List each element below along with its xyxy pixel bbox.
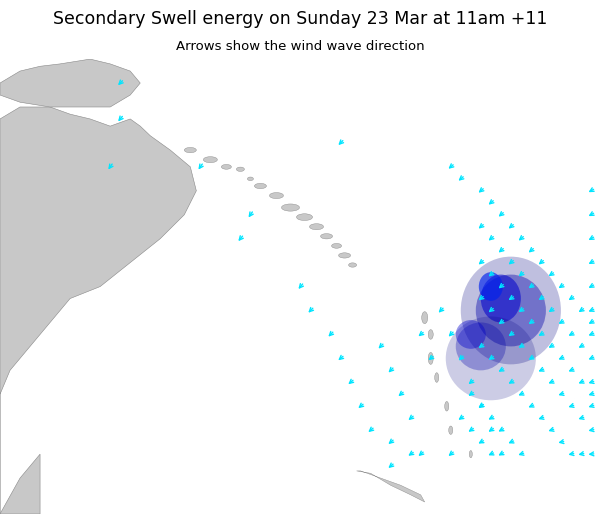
Ellipse shape <box>446 317 536 400</box>
Text: Secondary Swell energy on Sunday 23 Mar at 11am +11: Secondary Swell energy on Sunday 23 Mar … <box>53 10 548 28</box>
Ellipse shape <box>456 322 506 371</box>
Ellipse shape <box>185 148 197 153</box>
Ellipse shape <box>476 274 546 346</box>
Ellipse shape <box>332 244 341 248</box>
Text: Arrows show the wind wave direction: Arrows show the wind wave direction <box>176 40 425 52</box>
Ellipse shape <box>456 320 486 349</box>
Ellipse shape <box>469 451 472 458</box>
Ellipse shape <box>296 214 313 221</box>
Ellipse shape <box>445 401 449 411</box>
Ellipse shape <box>236 167 245 171</box>
Ellipse shape <box>449 426 453 434</box>
Ellipse shape <box>428 353 433 364</box>
Ellipse shape <box>221 164 231 169</box>
Ellipse shape <box>281 204 299 211</box>
Ellipse shape <box>248 177 254 180</box>
Polygon shape <box>0 59 140 107</box>
Ellipse shape <box>422 311 428 324</box>
Ellipse shape <box>254 183 266 189</box>
Ellipse shape <box>269 193 284 198</box>
Ellipse shape <box>203 157 218 162</box>
Polygon shape <box>356 471 425 502</box>
Ellipse shape <box>338 253 350 258</box>
Ellipse shape <box>481 274 521 322</box>
Ellipse shape <box>310 224 323 230</box>
Ellipse shape <box>349 263 356 267</box>
Polygon shape <box>0 107 197 514</box>
Polygon shape <box>0 454 40 514</box>
Ellipse shape <box>479 272 503 301</box>
Ellipse shape <box>320 234 332 239</box>
Ellipse shape <box>461 256 561 364</box>
Ellipse shape <box>435 373 439 382</box>
Ellipse shape <box>428 329 433 339</box>
